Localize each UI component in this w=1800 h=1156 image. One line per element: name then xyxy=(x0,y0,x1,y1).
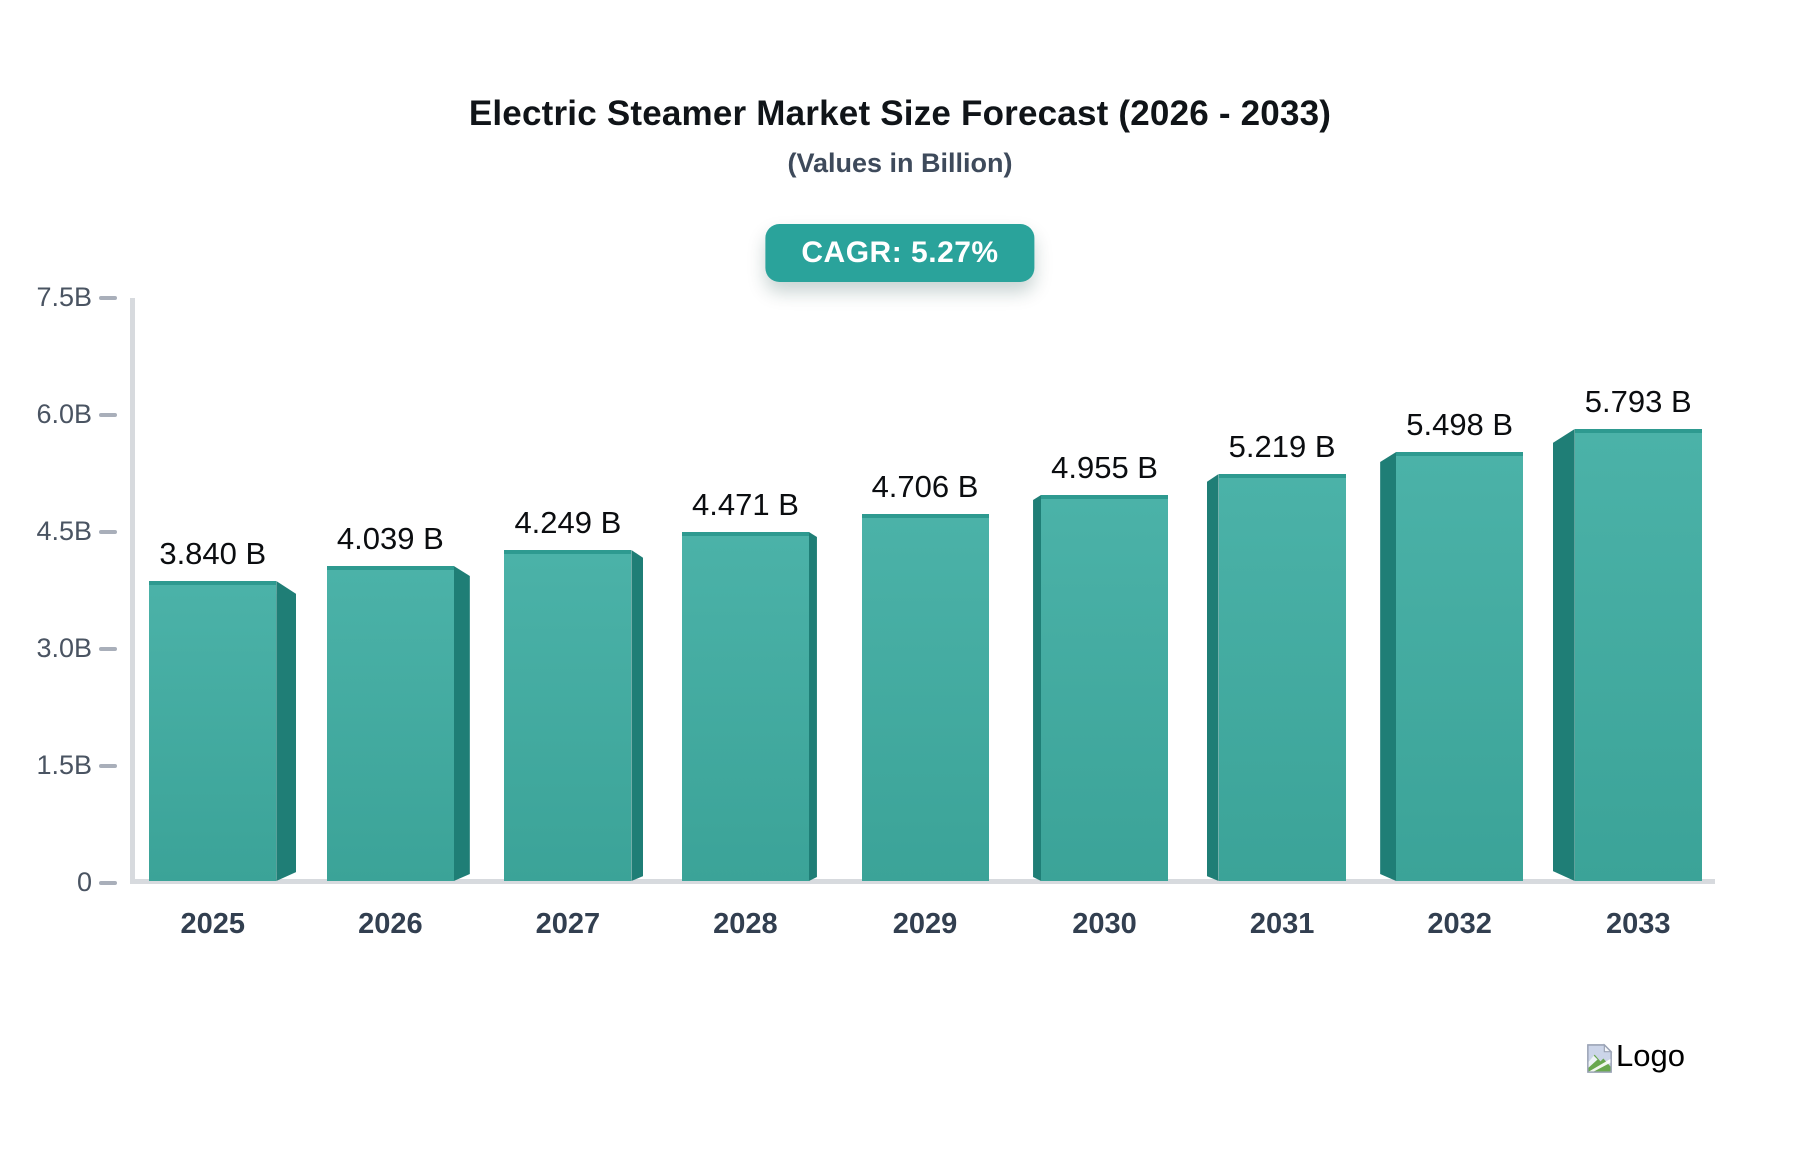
x-tick-label-2026: 2026 xyxy=(358,908,423,940)
logo-alt-text: Logo xyxy=(1616,1038,1685,1073)
x-tick-label-2029: 2029 xyxy=(892,908,958,940)
bar-side-face-2032 xyxy=(1380,452,1396,881)
y-tick-dash-4.5B xyxy=(99,530,117,534)
y-axis-line xyxy=(130,298,135,884)
cagr-badge: CAGR: 5.27% xyxy=(765,224,1035,282)
y-tick-dash-1.5B xyxy=(99,764,117,768)
y-tick-label-4.5B: 4.5B xyxy=(36,516,92,546)
chart-title: Electric Steamer Market Size Forecast (2… xyxy=(468,94,1332,133)
y-tick-label-7.5B: 7.5B xyxy=(36,282,92,312)
logo: Logo xyxy=(1584,1038,1685,1074)
bar-value-label-2028: 4.471 B xyxy=(692,487,799,522)
x-tick-label-2025: 2025 xyxy=(180,908,246,940)
bar-value-label-2027: 4.249 B xyxy=(514,505,622,540)
x-tick-label-2027: 2027 xyxy=(535,908,601,940)
x-tick-label-2030: 2030 xyxy=(1072,908,1137,940)
bar-value-label-2026: 4.039 B xyxy=(336,521,444,556)
bar-value-label-2030: 4.955 B xyxy=(1051,450,1158,485)
bar-value-label-2025: 3.840 B xyxy=(159,536,267,571)
bar-2031 xyxy=(1218,474,1346,881)
y-tick-dash-3.0B xyxy=(99,647,117,651)
bar-2030 xyxy=(1041,495,1169,881)
bar-side-face-2026 xyxy=(454,566,470,881)
bar-side-face-2028 xyxy=(809,532,817,881)
bar-side-face-2033 xyxy=(1553,429,1575,881)
bar-2026 xyxy=(326,566,454,881)
y-tick-dash-7.5B xyxy=(99,296,117,300)
bar-2025 xyxy=(149,581,277,881)
bar-side-face-2031 xyxy=(1207,474,1219,881)
bar-side-face-2030 xyxy=(1033,495,1041,881)
chart-subtitle: (Values in Billion) xyxy=(787,148,1013,178)
bar-2032 xyxy=(1396,452,1524,881)
y-tick-label-3.0B: 3.0B xyxy=(36,633,92,663)
y-tick-dash-6.0B xyxy=(99,413,117,417)
x-axis-line xyxy=(130,879,1715,884)
x-tick-label-2031: 2031 xyxy=(1249,908,1315,940)
y-tick-dash-0 xyxy=(99,881,117,885)
bar-side-face-2025 xyxy=(276,581,296,881)
x-tick-label-2033: 2033 xyxy=(1605,908,1671,940)
bar-value-label-2032: 5.498 B xyxy=(1406,407,1514,442)
y-tick-label-6.0B: 6.0B xyxy=(36,399,92,429)
x-tick-label-2028: 2028 xyxy=(713,908,778,940)
y-tick-label-0: 0 xyxy=(76,867,92,897)
bar-value-label-2031: 5.219 B xyxy=(1228,429,1336,464)
bar-2028 xyxy=(681,532,809,881)
bar-value-label-2033: 5.793 B xyxy=(1584,384,1692,419)
bar-2027 xyxy=(504,550,632,881)
bar-value-label-2029: 4.706 B xyxy=(871,469,979,504)
y-tick-label-1.5B: 1.5B xyxy=(36,750,92,780)
bar-2029 xyxy=(861,514,989,881)
x-tick-label-2032: 2032 xyxy=(1427,908,1492,940)
bar-2033 xyxy=(1574,429,1702,881)
broken-image-icon xyxy=(1587,1043,1613,1073)
bar-side-face-2027 xyxy=(631,550,643,881)
